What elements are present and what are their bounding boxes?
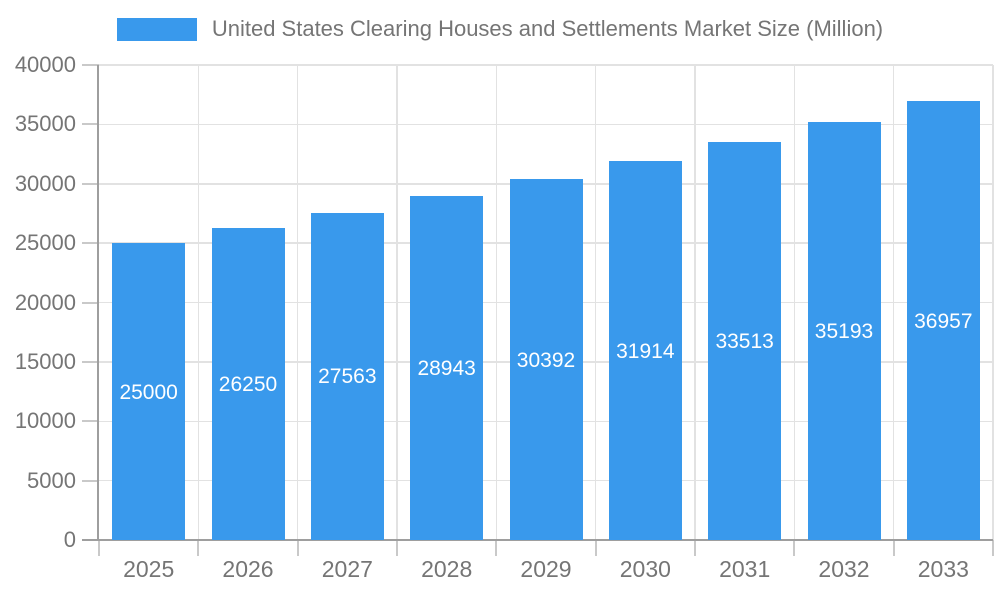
legend-label: United States Clearing Houses and Settle… bbox=[211, 16, 884, 41]
x-axis-label: 2028 bbox=[421, 556, 473, 582]
y-axis-label: 5000 bbox=[27, 467, 76, 493]
x-axis-label: 2032 bbox=[818, 556, 870, 582]
x-tick bbox=[594, 540, 597, 556]
x-axis-label: 2027 bbox=[321, 556, 373, 582]
bar-value-label: 31914 bbox=[616, 339, 675, 363]
x-tick bbox=[793, 540, 796, 556]
bar-value-label: 26250 bbox=[218, 373, 278, 397]
x-axis-line bbox=[82, 539, 993, 541]
y-tick bbox=[82, 360, 99, 363]
bar bbox=[211, 228, 285, 540]
x-tick bbox=[495, 540, 498, 556]
y-axis-label: 40000 bbox=[14, 52, 76, 77]
x-axis-label: 2031 bbox=[719, 556, 771, 582]
v-gridline bbox=[594, 65, 597, 540]
y-tick bbox=[82, 420, 99, 423]
x-tick bbox=[694, 540, 696, 556]
y-tick bbox=[82, 182, 99, 185]
x-axis-label: 2033 bbox=[917, 556, 969, 582]
y-axis-label: 15000 bbox=[14, 348, 76, 374]
y-tick bbox=[82, 64, 99, 66]
y-tick bbox=[82, 479, 99, 482]
y-tick bbox=[82, 242, 99, 245]
bar bbox=[807, 122, 881, 540]
v-gridline bbox=[793, 65, 796, 540]
legend-swatch bbox=[116, 17, 197, 41]
x-tick bbox=[197, 540, 200, 556]
y-axis-label: 0 bbox=[63, 527, 76, 552]
bar-value-label: 33513 bbox=[715, 330, 774, 354]
x-axis-label: 2026 bbox=[222, 556, 274, 582]
v-gridline bbox=[892, 65, 895, 540]
bar bbox=[906, 101, 980, 540]
y-axis-label: 10000 bbox=[14, 408, 76, 434]
x-tick bbox=[98, 540, 100, 556]
x-axis-label: 2029 bbox=[520, 556, 572, 582]
v-gridline bbox=[992, 65, 994, 540]
v-gridline bbox=[396, 65, 398, 540]
bar bbox=[509, 179, 583, 540]
bar bbox=[708, 142, 782, 540]
bar bbox=[608, 161, 682, 540]
y-tick bbox=[82, 123, 99, 126]
bar-value-label: 28943 bbox=[417, 357, 476, 381]
h-gridline bbox=[99, 64, 993, 66]
bar bbox=[112, 243, 186, 540]
chart-legend[interactable]: United States Clearing Houses and Settle… bbox=[0, 16, 1000, 42]
h-gridline bbox=[99, 123, 993, 126]
bar-value-label: 36957 bbox=[914, 309, 973, 333]
x-axis-label: 2025 bbox=[123, 556, 175, 582]
x-tick bbox=[396, 540, 398, 556]
bar bbox=[410, 196, 484, 540]
x-tick bbox=[296, 540, 299, 556]
y-axis-line bbox=[97, 65, 99, 540]
y-axis-label: 20000 bbox=[14, 289, 76, 315]
y-axis-label: 25000 bbox=[14, 230, 76, 256]
v-gridline bbox=[197, 65, 200, 540]
bar bbox=[310, 212, 384, 540]
y-axis-label: 35000 bbox=[14, 111, 76, 137]
bar-value-label: 35193 bbox=[814, 320, 874, 344]
bar-value-label: 25000 bbox=[119, 380, 178, 404]
x-tick bbox=[892, 540, 895, 556]
v-gridline bbox=[495, 65, 498, 540]
y-axis-label: 30000 bbox=[14, 170, 76, 196]
bar-value-label: 27563 bbox=[318, 365, 377, 389]
x-axis-label: 2030 bbox=[619, 556, 671, 582]
bar-value-label: 30392 bbox=[516, 348, 576, 372]
v-gridline bbox=[694, 65, 696, 540]
v-gridline bbox=[296, 65, 299, 540]
x-tick bbox=[992, 540, 994, 556]
y-tick bbox=[82, 301, 99, 304]
